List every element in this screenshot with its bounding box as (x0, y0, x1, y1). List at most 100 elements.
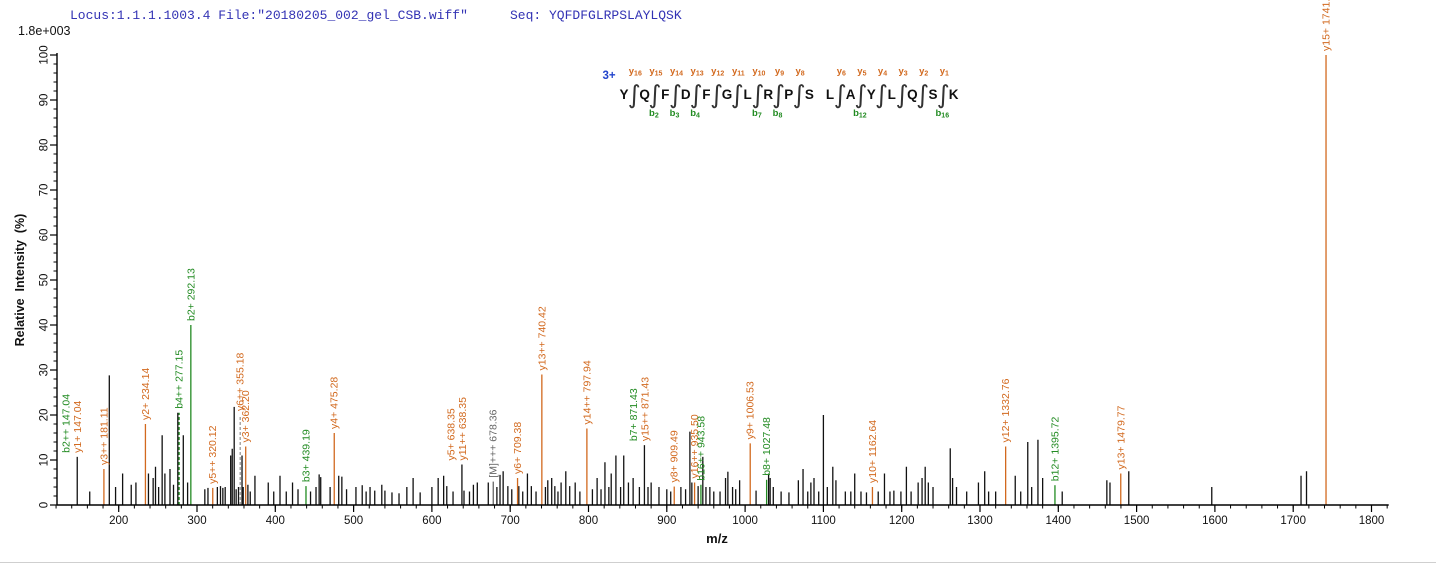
ion-label: y14 (670, 66, 683, 78)
ion-label: b8 (773, 108, 783, 120)
peak-label: y14++ 797.94 (581, 360, 593, 424)
fragment-divider: ∫ (772, 80, 785, 109)
y-tick-label: 30 (39, 364, 51, 377)
fragment-divider: ∫ (854, 80, 867, 109)
precursor-charge-label: 3+ (602, 70, 615, 82)
x-tick-label: 200 (109, 515, 128, 527)
sequence-residue: Y (867, 87, 876, 102)
peak-label: b12+ 1395.72 (1049, 417, 1061, 482)
peak-label: y13+ 1479.77 (1115, 405, 1127, 469)
x-tick-label: 400 (266, 515, 285, 527)
x-axis-title: m/z (706, 531, 728, 546)
ion-label: y2 (919, 66, 928, 78)
peak-label: y5++ 320.12 (207, 425, 219, 484)
ion-label: b2 (649, 108, 659, 120)
y-tick-label: 100 (39, 45, 51, 64)
x-tick-label: 600 (422, 515, 441, 527)
max-intensity-label: 1.8e+003 (18, 24, 71, 38)
peak-label: y9+ 1006.53 (745, 381, 757, 439)
peak-label: y6+ 709.38 (512, 422, 524, 474)
fragment-divider: ∫ (669, 80, 682, 109)
ion-label: y13 (691, 66, 704, 78)
sequence-residue: Q (907, 87, 918, 102)
ion-label: y1 (940, 66, 949, 78)
ion-label: y11 (732, 66, 745, 78)
peak-label: b4++ 277.15 (174, 350, 186, 409)
peak-label: y5+ 638.35 (445, 408, 457, 460)
fragment-divider: ∫ (751, 80, 764, 109)
fragment-divider: ∫ (648, 80, 661, 109)
sequence-residue: Q (639, 87, 650, 102)
ion-label: y9 (775, 66, 784, 78)
sequence-residue: S (928, 87, 937, 102)
peak-label: y6++ 355.18 (235, 352, 247, 411)
y-tick-label: 0 (39, 502, 51, 508)
sequence-residue: Y (619, 87, 628, 102)
ion-label: y3 (898, 66, 907, 78)
peak-label: [M]+++ 678.36 (488, 409, 500, 477)
peak-label: b3+ 439.19 (300, 429, 312, 482)
peak-label: y3+ 362.20 (240, 390, 252, 442)
fragment-divider: ∫ (875, 80, 888, 109)
peak-label: b2+ 292.13 (185, 268, 197, 321)
fragment-divider: ∫ (834, 80, 847, 109)
x-tick-label: 1400 (1046, 515, 1072, 527)
x-tick-label: 900 (657, 515, 676, 527)
x-tick-label: 1100 (811, 515, 836, 527)
peak-label: y15++ 871.43 (639, 377, 651, 441)
ion-label: y15 (649, 66, 662, 78)
x-tick-label: 1600 (1202, 515, 1228, 527)
ion-label: b12 (853, 108, 867, 120)
ion-label: y5 (857, 66, 866, 78)
peak-label: b16++ 943.58 (695, 416, 707, 481)
x-tick-label: 1700 (1280, 515, 1306, 527)
peak-label: y12+ 1332.76 (1000, 378, 1012, 442)
y-tick-label: 80 (39, 139, 51, 152)
peak-label: y3++ 181.11 (98, 407, 110, 465)
fragment-divider: ∫ (731, 80, 744, 109)
y-tick-label: 60 (39, 229, 51, 242)
peak-label: b2++ 147.04 (61, 394, 73, 453)
y-tick-label: 50 (39, 274, 51, 287)
ion-label: y16 (629, 66, 642, 78)
ion-label: b16 (935, 108, 949, 120)
x-tick-label: 500 (344, 515, 363, 527)
sequence-residue: R (763, 87, 773, 102)
y-tick-label: 70 (39, 184, 51, 197)
y-tick-label: 40 (39, 319, 51, 332)
ion-label: y10 (752, 66, 765, 78)
fragment-divider: ∫ (916, 80, 929, 109)
y-tick-label: 20 (39, 409, 51, 422)
peak-label: y11++ 638.35 (457, 397, 469, 461)
peak-label: y16++ 935.50 (689, 414, 701, 478)
ion-label: y6 (837, 66, 846, 78)
sequence-residue: K (949, 87, 959, 102)
ion-label: b3 (670, 108, 680, 120)
x-tick-label: 700 (501, 515, 520, 527)
ion-label: y8 (795, 66, 804, 78)
sequence-residue: F (661, 87, 669, 102)
ion-label: y12 (711, 66, 724, 78)
ion-label: y4 (878, 66, 887, 78)
peak-label: y4+ 475.28 (329, 377, 341, 429)
header-sequence: Seq: YQFDFGLRPSLAYLQSK (510, 8, 682, 23)
fragment-divider: ∫ (937, 80, 950, 109)
sequence-residue: A (846, 87, 856, 102)
sequence-residue: L (743, 87, 751, 102)
x-tick-label: 1000 (732, 515, 758, 527)
peak-label: y15+ 1741.92 (1321, 0, 1333, 51)
x-tick-label: 1500 (1124, 515, 1150, 527)
peak-label: y10+ 1162.64 (867, 420, 879, 483)
ion-label: b4 (690, 108, 700, 120)
ion-label: b7 (752, 108, 762, 120)
sequence-residue: D (681, 87, 691, 102)
fragment-divider: ∫ (628, 80, 641, 109)
sequence-residue: L (888, 87, 896, 102)
x-tick-label: 300 (187, 515, 206, 527)
peak-label: y13++ 740.42 (536, 306, 548, 370)
sequence-residue: P (784, 87, 793, 102)
x-tick-label: 1200 (889, 515, 915, 527)
sequence-residue: G (722, 87, 733, 102)
